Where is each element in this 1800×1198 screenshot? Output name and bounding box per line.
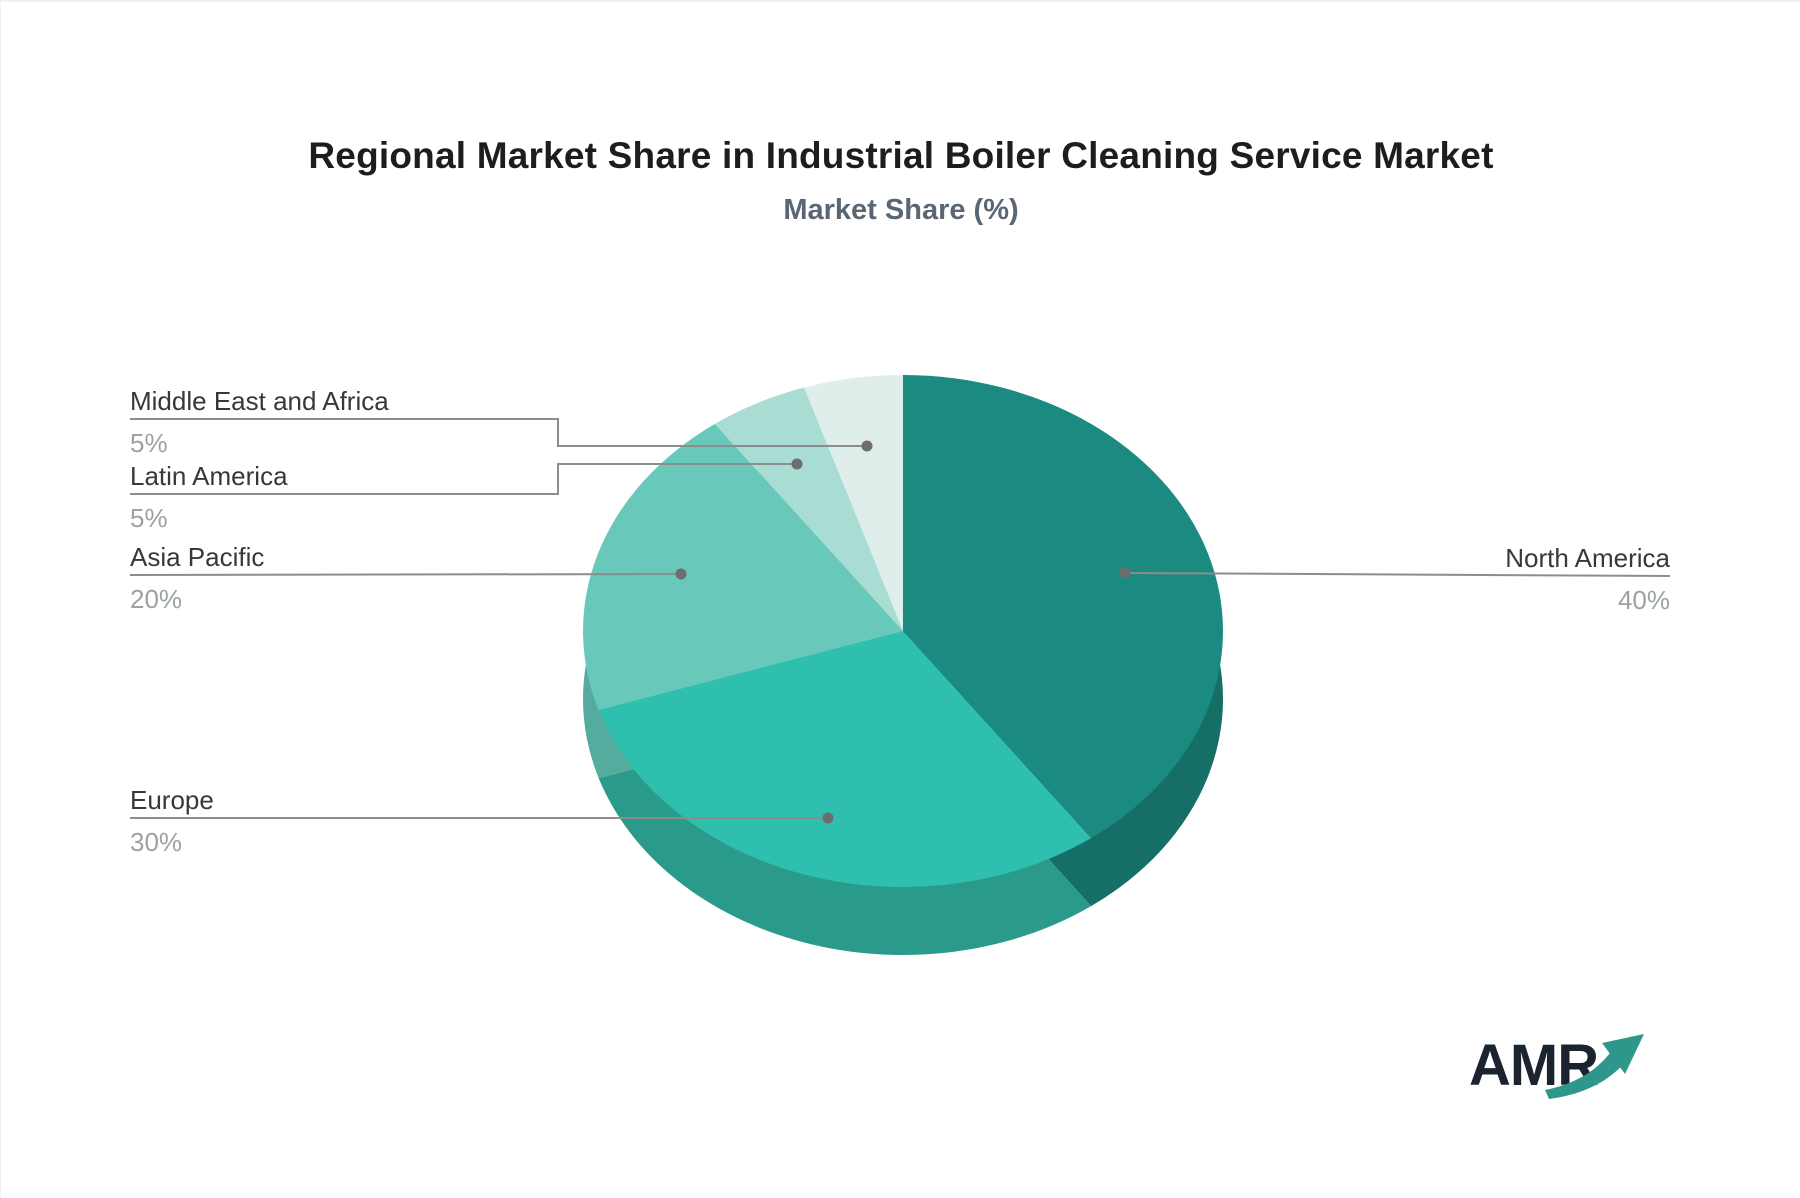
- label-asia-pacific-value: 20%: [130, 584, 183, 614]
- label-dot-north-america: [1119, 567, 1131, 579]
- label-dot-asia-pacific: [675, 568, 687, 580]
- label-latin-america-name: Latin America: [130, 461, 288, 491]
- brand-logo: AMR: [1469, 1032, 1669, 1142]
- label-line-north-america: [1124, 572, 1671, 577]
- label-north-america-name: North America: [1505, 543, 1670, 573]
- label-dot-europe: [822, 812, 834, 824]
- slice-europe[interactable]: [598, 631, 1092, 888]
- trend-up-arrow-icon: [1545, 1034, 1644, 1099]
- label-dot-middle-east-and-africa: [861, 440, 873, 452]
- slice-middle-east-and-africa[interactable]: [804, 375, 903, 631]
- label-asia-pacific-name: Asia Pacific: [130, 542, 265, 572]
- label-north-america-value: 40%: [1617, 585, 1670, 615]
- slice-north-america[interactable]: [903, 375, 1223, 839]
- label-middle-east-africa-value: 5%: [130, 428, 168, 458]
- label-middle-east-africa-name: Middle East and Africa: [130, 386, 389, 416]
- label-dot-latin-america: [791, 458, 803, 470]
- label-europe-value: 30%: [130, 827, 183, 857]
- label-line-asia-pacific: [129, 573, 682, 576]
- chart-title: Regional Market Share in Industrial Boil…: [308, 135, 1494, 176]
- label-latin-america-value: 5%: [130, 503, 168, 533]
- slice-asia-pacific[interactable]: [583, 423, 903, 711]
- slice-latin-america[interactable]: [714, 387, 903, 631]
- label-europe-name: Europe: [130, 785, 214, 815]
- label-line-latin-america: [130, 463, 797, 495]
- chart-subtitle: Market Share (%): [783, 194, 1019, 226]
- label-line-middle-east-and-africa: [130, 418, 867, 447]
